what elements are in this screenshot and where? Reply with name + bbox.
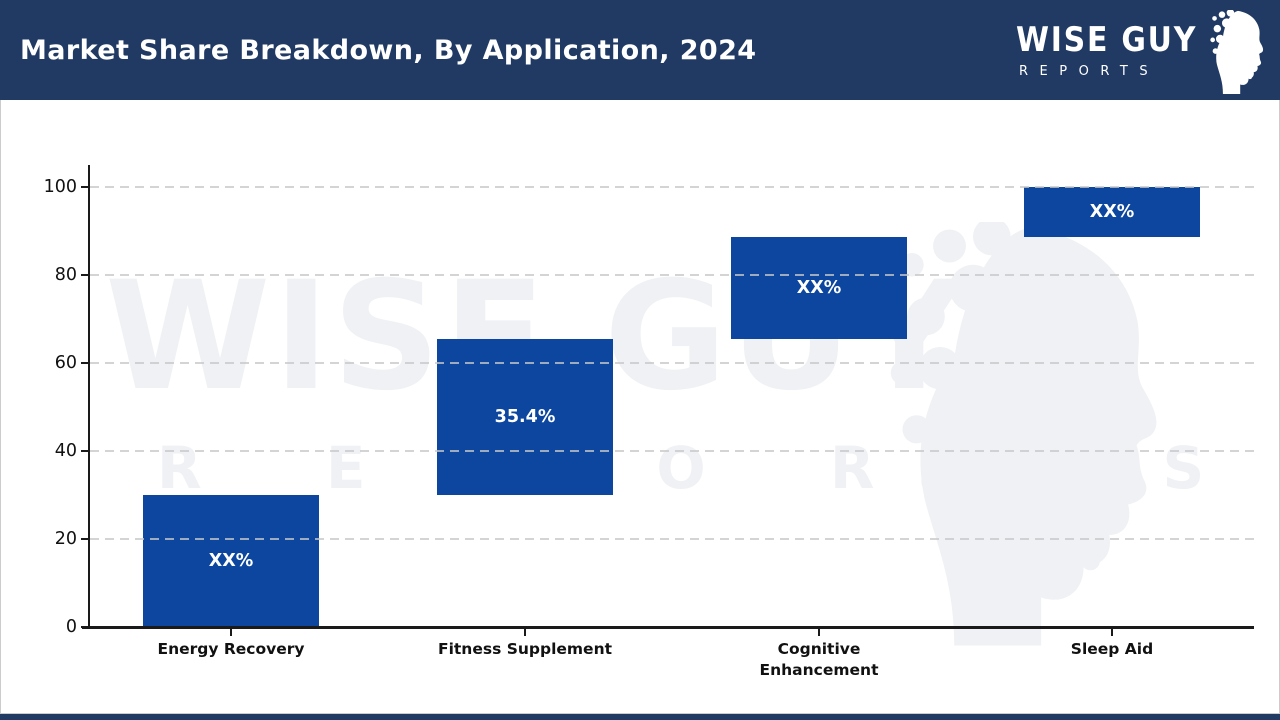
y-tick-100 <box>81 186 89 188</box>
bar-fitness-supplement <box>437 339 613 495</box>
y-tick-label-100: 100 <box>43 177 77 197</box>
wise-guy-logo: WISE GUY REPORTS <box>1016 8 1264 94</box>
y-tick-40 <box>81 450 89 452</box>
gridline-20 <box>90 538 1254 540</box>
y-tick-label-20: 20 <box>54 529 77 549</box>
gridline-100 <box>90 186 1254 188</box>
page-title: Market Share Breakdown, By Application, … <box>20 34 757 66</box>
gridline-60 <box>90 362 1254 364</box>
logo-wordmark: WISE GUY <box>1016 20 1198 60</box>
x-axis-line <box>82 626 1254 629</box>
bar-sleep-aid <box>1024 187 1200 237</box>
bar-energy-recovery <box>143 495 319 627</box>
y-tick-label-0: 0 <box>65 617 77 637</box>
y-tick-label-80: 80 <box>54 265 77 285</box>
bar-cognitive-enhancement <box>731 236 907 340</box>
x-label-fitness-supplement: Fitness Supplement <box>437 640 613 658</box>
watermark: WISE GUY R E P O R T S <box>1 100 1279 713</box>
y-tick-label-40: 40 <box>54 441 77 461</box>
head-profile-icon <box>1210 10 1264 94</box>
gridline-40 <box>90 450 1254 452</box>
y-tick-60 <box>81 362 89 364</box>
x-label-energy-recovery: Energy Recovery <box>157 640 305 658</box>
y-tick-label-60: 60 <box>54 353 77 373</box>
header: Market Share Breakdown, By Application, … <box>0 0 1280 100</box>
y-tick-20 <box>81 538 89 540</box>
x-label-sleep-aid: Sleep Aid <box>1070 640 1154 658</box>
x-label-cognitive-enhancement: Cognitive Enhancement <box>759 640 879 679</box>
watermark-head-icon <box>890 222 1157 646</box>
footer-bar <box>0 714 1280 720</box>
bar-value-label-sleep-aid: XX% <box>1089 201 1135 222</box>
x-tick-fitness-supplement <box>524 629 526 636</box>
bar-value-label-energy-recovery: XX% <box>208 551 254 571</box>
logo-subtitle: REPORTS <box>1019 64 1160 79</box>
x-tick-cognitive-enhancement <box>818 629 820 636</box>
x-tick-energy-recovery <box>230 629 232 636</box>
x-tick-sleep-aid <box>1111 629 1113 636</box>
y-tick-80 <box>81 274 89 276</box>
bar-value-label-fitness-supplement: 35.4% <box>494 407 556 428</box>
chart-area: WISE GUY R E P O R T S XX% 35.4% XX% XX% 0 20… <box>0 100 1280 714</box>
gridline-80 <box>90 274 1254 276</box>
bar-value-label-cognitive-enhancement: XX% <box>796 277 842 298</box>
y-axis-line <box>88 165 90 629</box>
